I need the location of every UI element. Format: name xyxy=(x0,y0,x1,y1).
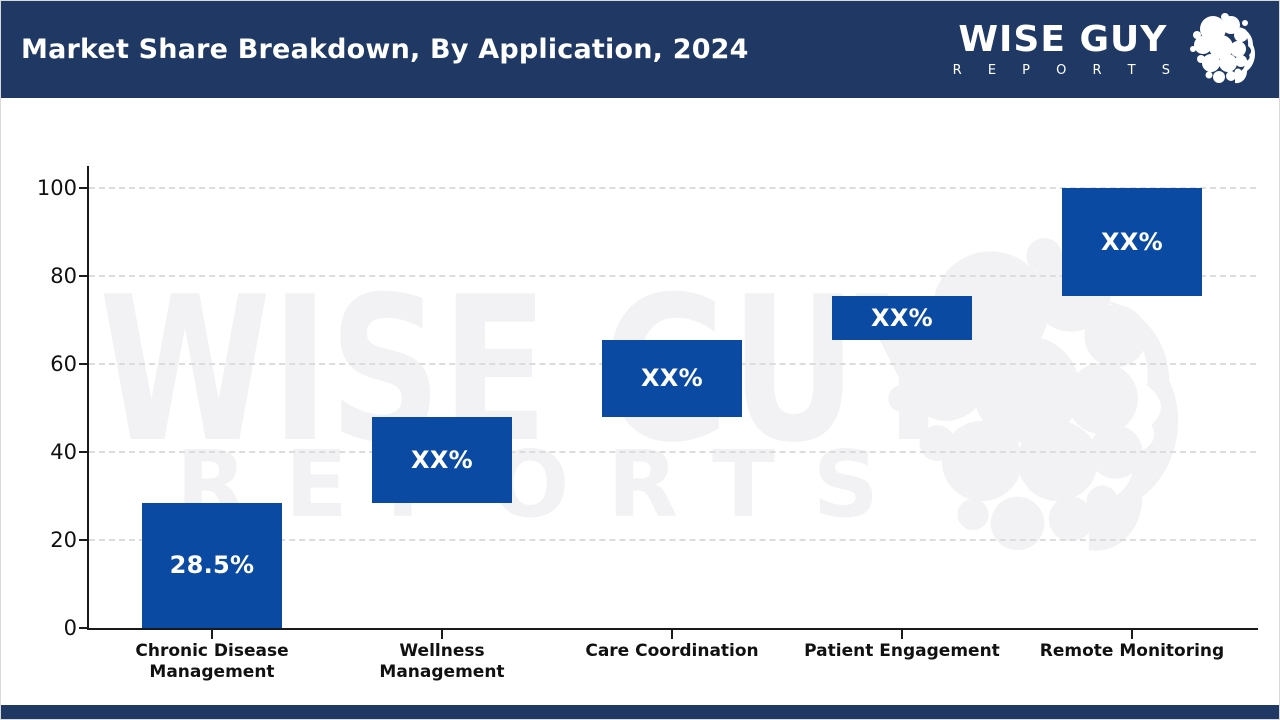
category-label: Wellness Management xyxy=(379,641,505,682)
y-tick-label: 60 xyxy=(50,352,77,376)
bar-segment: XX% xyxy=(1062,188,1202,296)
bar-value-label: XX% xyxy=(641,364,703,393)
category-label: Patient Engagement xyxy=(804,641,1000,661)
bar-value-label: XX% xyxy=(411,445,473,474)
header-bar: Market Share Breakdown, By Application, … xyxy=(1,1,1279,98)
category-label: Chronic Disease Management xyxy=(135,641,289,682)
bar-segment: XX% xyxy=(832,295,972,340)
y-tick-label: 80 xyxy=(50,264,77,288)
bar-value-label: 28.5% xyxy=(169,551,255,580)
y-tick-label: 20 xyxy=(50,528,77,552)
y-tick-mark xyxy=(79,187,88,189)
x-tick-mark xyxy=(211,630,213,639)
x-axis xyxy=(87,628,1258,630)
gridline-40 xyxy=(89,451,1256,453)
y-tick-mark xyxy=(79,627,88,629)
footer-bar xyxy=(1,705,1279,719)
y-tick-label: 40 xyxy=(50,440,77,464)
x-tick-mark xyxy=(901,630,903,639)
y-tick-mark xyxy=(79,363,88,365)
brand-subtitle: R E P O R T S xyxy=(952,62,1181,78)
gridline-80 xyxy=(89,275,1256,277)
brand-logo: WISE GUY R E P O R T S xyxy=(945,9,1257,91)
x-tick-mark xyxy=(671,630,673,639)
page-title: Market Share Breakdown, By Application, … xyxy=(21,34,749,65)
x-tick-mark xyxy=(1131,630,1133,639)
category-label: Care Coordination xyxy=(585,641,759,661)
x-tick-mark xyxy=(441,630,443,639)
y-tick-mark xyxy=(79,539,88,541)
y-tick-mark xyxy=(79,275,88,277)
y-tick-label: 100 xyxy=(36,176,77,200)
gridline-20 xyxy=(89,539,1256,541)
brand-head-icon xyxy=(1190,12,1255,83)
bar-value-label: XX% xyxy=(1101,227,1163,256)
brand-name: WISE GUY xyxy=(958,18,1168,60)
bar-value-label: XX% xyxy=(871,303,933,332)
brand-wordmark: WISE GUY R E P O R T S xyxy=(945,18,1181,78)
y-axis xyxy=(87,166,89,630)
bar-segment: XX% xyxy=(372,416,512,503)
gridline-100 xyxy=(89,187,1256,189)
y-tick-label: 0 xyxy=(63,616,77,640)
category-label: Remote Monitoring xyxy=(1039,641,1225,661)
bar-segment: 28.5% xyxy=(142,502,282,628)
y-tick-mark xyxy=(79,451,88,453)
bar-segment: XX% xyxy=(602,339,742,417)
